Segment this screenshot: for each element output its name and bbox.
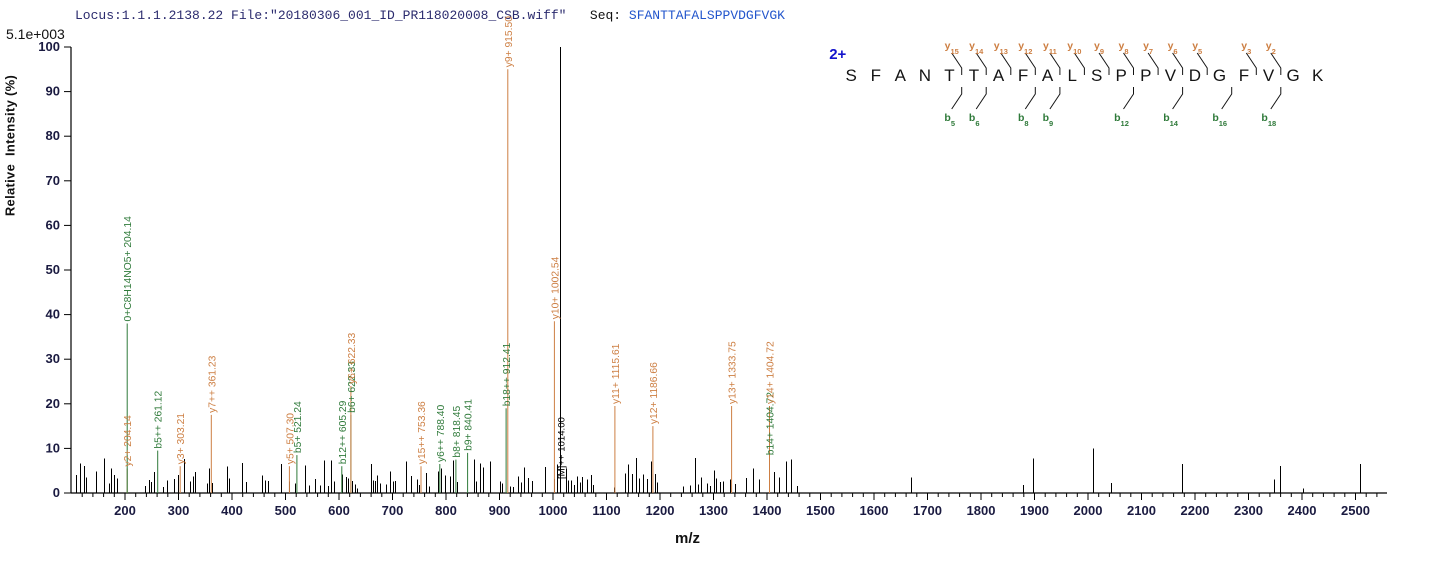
svg-text:y7: y7 <box>1143 40 1153 56</box>
svg-text:y9: y9 <box>1094 40 1104 56</box>
svg-text:D: D <box>1189 66 1201 85</box>
svg-text:K: K <box>1312 66 1324 85</box>
svg-text:2000: 2000 <box>1074 503 1103 518</box>
svg-text:P: P <box>1116 66 1127 85</box>
svg-text:700: 700 <box>382 503 404 518</box>
svg-text:70: 70 <box>46 173 60 188</box>
svg-text:y15++ 753.36: y15++ 753.36 <box>417 401 428 464</box>
svg-text:80: 80 <box>46 128 60 143</box>
svg-text:A: A <box>993 66 1005 85</box>
svg-text:b12: b12 <box>1114 112 1129 128</box>
svg-text:0: 0 <box>53 485 60 500</box>
svg-text:b16: b16 <box>1212 112 1227 128</box>
svg-text:600: 600 <box>328 503 350 518</box>
svg-text:y13: y13 <box>994 40 1008 56</box>
svg-text:N: N <box>919 66 931 85</box>
svg-text:30: 30 <box>46 351 60 366</box>
svg-text:2400: 2400 <box>1288 503 1317 518</box>
svg-text:y9+ 915.50: y9+ 915.50 <box>504 16 515 68</box>
svg-text:y8: y8 <box>1118 40 1128 56</box>
svg-text:y11+ 1115.61: y11+ 1115.61 <box>611 343 622 404</box>
svg-text:10: 10 <box>46 440 60 455</box>
svg-text:y2+ 204.14: y2+ 204.14 <box>123 415 134 467</box>
svg-text:900: 900 <box>489 503 511 518</box>
svg-text:y13+ 1333.75: y13+ 1333.75 <box>728 341 739 404</box>
svg-text:2300: 2300 <box>1234 503 1263 518</box>
svg-text:1700: 1700 <box>913 503 942 518</box>
svg-text:T: T <box>944 66 954 85</box>
svg-text:F: F <box>871 66 881 85</box>
svg-text:y12: y12 <box>1018 40 1032 56</box>
svg-text:100: 100 <box>38 39 60 54</box>
svg-text:b8: b8 <box>1018 112 1029 128</box>
svg-text:y7++ 361.23: y7++ 361.23 <box>207 355 218 413</box>
svg-text:1500: 1500 <box>806 503 835 518</box>
svg-text:2+: 2+ <box>829 46 846 63</box>
svg-text:P: P <box>1140 66 1151 85</box>
svg-text:2100: 2100 <box>1127 503 1156 518</box>
svg-text:S: S <box>1091 66 1102 85</box>
svg-text:y15: y15 <box>945 40 959 56</box>
svg-text:1900: 1900 <box>1020 503 1049 518</box>
svg-text:V: V <box>1263 66 1275 85</box>
svg-text:50: 50 <box>46 262 60 277</box>
svg-text:1100: 1100 <box>592 503 620 518</box>
svg-text:b9: b9 <box>1043 112 1054 128</box>
svg-text:G: G <box>1286 66 1299 85</box>
svg-text:y10+ 1002.54: y10+ 1002.54 <box>550 256 561 319</box>
svg-text:y12+ 1186.66: y12+ 1186.66 <box>649 362 660 424</box>
svg-text:y5: y5 <box>1192 40 1202 56</box>
svg-text:[M]++ 1014.00: [M]++ 1014.00 <box>557 417 568 479</box>
svg-text:1000: 1000 <box>539 503 568 518</box>
svg-text:T: T <box>969 66 979 85</box>
svg-text:90: 90 <box>46 84 60 99</box>
svg-text:y3: y3 <box>1241 40 1251 56</box>
svg-text:b18++ 912.41: b18++ 912.41 <box>502 342 513 406</box>
svg-text:b14: b14 <box>1163 112 1179 128</box>
svg-text:b5: b5 <box>944 112 955 128</box>
svg-text:A: A <box>895 66 907 85</box>
svg-text:1200: 1200 <box>646 503 675 518</box>
svg-text:1800: 1800 <box>967 503 996 518</box>
svg-text:20: 20 <box>46 396 60 411</box>
svg-text:b5++ 261.12: b5++ 261.12 <box>154 390 165 448</box>
svg-text:y2: y2 <box>1266 40 1276 56</box>
svg-text:b5+ 521.24: b5+ 521.24 <box>293 401 304 453</box>
svg-text:y14+ 1404.72: y14+ 1404.72 <box>766 341 777 404</box>
svg-text:40: 40 <box>46 307 60 322</box>
svg-text:F: F <box>1018 66 1028 85</box>
svg-text:2500: 2500 <box>1341 503 1370 518</box>
svg-text:1300: 1300 <box>699 503 728 518</box>
svg-text:y6++ 788.40: y6++ 788.40 <box>436 404 447 462</box>
svg-text:L: L <box>1067 66 1076 85</box>
svg-text:V: V <box>1165 66 1177 85</box>
svg-text:b9+ 840.41: b9+ 840.41 <box>464 399 475 451</box>
svg-text:0+C8H14NO5+ 204.14: 0+C8H14NO5+ 204.14 <box>123 216 134 322</box>
svg-text:b6: b6 <box>969 112 980 128</box>
svg-text:800: 800 <box>435 503 457 518</box>
svg-text:300: 300 <box>168 503 190 518</box>
svg-text:y11: y11 <box>1043 40 1057 56</box>
svg-text:y3+ 303.21: y3+ 303.21 <box>176 413 187 465</box>
svg-text:y6+ 622.33: y6+ 622.33 <box>347 332 358 384</box>
svg-text:y10: y10 <box>1067 40 1081 56</box>
svg-text:b18: b18 <box>1261 112 1276 128</box>
svg-text:60: 60 <box>46 217 60 232</box>
svg-text:500: 500 <box>275 503 297 518</box>
svg-text:1400: 1400 <box>753 503 782 518</box>
svg-text:S: S <box>846 66 857 85</box>
svg-text:b8+ 818.45: b8+ 818.45 <box>452 406 463 458</box>
svg-text:1600: 1600 <box>860 503 889 518</box>
svg-text:y14: y14 <box>969 40 984 56</box>
svg-text:200: 200 <box>114 503 136 518</box>
svg-text:G: G <box>1213 66 1226 85</box>
svg-text:2200: 2200 <box>1181 503 1210 518</box>
svg-text:y6: y6 <box>1168 40 1178 56</box>
svg-text:F: F <box>1239 66 1249 85</box>
svg-text:400: 400 <box>221 503 243 518</box>
svg-text:A: A <box>1042 66 1054 85</box>
